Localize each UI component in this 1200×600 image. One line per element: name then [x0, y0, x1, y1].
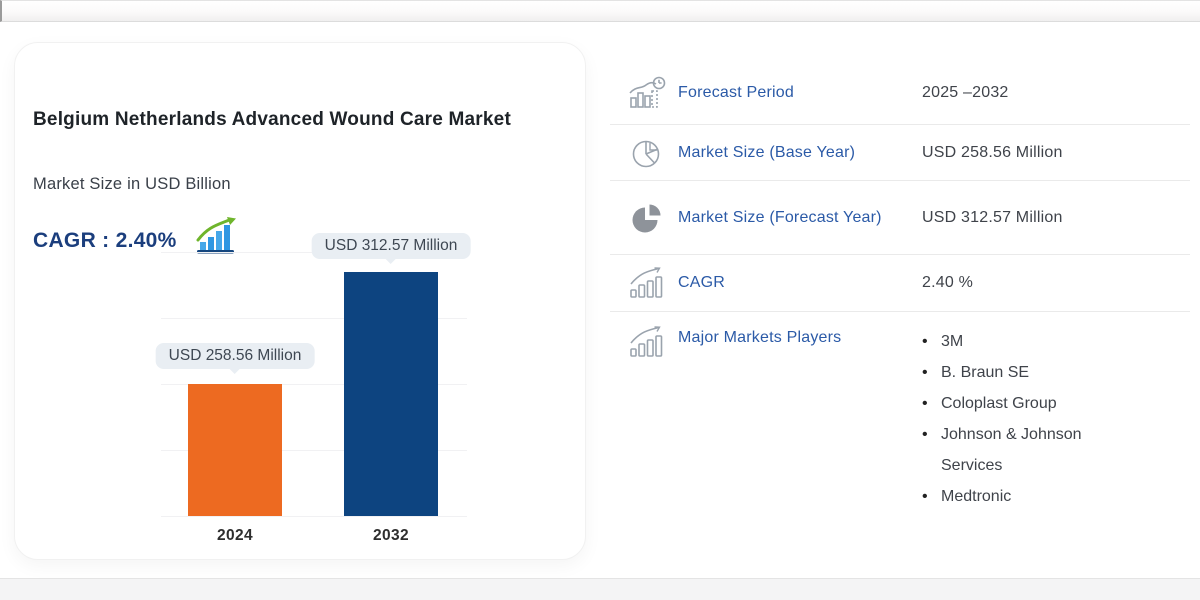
bar-2024	[188, 384, 282, 516]
fact-value-cagr: 2.40 %	[922, 274, 974, 291]
market-chart-card: Belgium Netherlands Advanced Wound Care …	[14, 42, 586, 560]
gridline	[161, 450, 467, 451]
forecast-chart-clock-icon	[628, 76, 668, 110]
growth-bars-arrow-icon	[628, 267, 668, 299]
fact-row-market-size-base: Market Size (Base Year) USD 258.56 Milli…	[610, 125, 1190, 181]
player-item: 3M	[922, 326, 1134, 357]
facts-panel: Forecast Period 2025 –2032 Market Size (…	[610, 62, 1190, 512]
fact-value-forecast-period: 2025 –2032	[922, 84, 1009, 101]
fact-value-market-size-forecast: USD 312.57 Million	[922, 208, 1063, 226]
fact-label-forecast-period[interactable]: Forecast Period	[678, 84, 794, 101]
x-axis-label-2032: 2032	[372, 527, 410, 544]
x-axis-label-2024: 2024	[216, 527, 254, 544]
bar-2032	[344, 272, 438, 516]
gridline	[161, 516, 467, 517]
cagr-row: CAGR : 2.40%	[33, 217, 237, 255]
growth-bars-arrow-icon	[628, 326, 668, 358]
card-subtitle: Market Size in USD Billion	[33, 175, 231, 193]
fact-value-market-size-base: USD 258.56 Million	[922, 143, 1063, 161]
top-divider-strip	[0, 0, 1200, 22]
player-item: Johnson & Johnson Services	[922, 419, 1134, 481]
gridline	[161, 318, 467, 319]
pie-chart-filled-icon	[628, 200, 668, 236]
player-item: B. Braun SE	[922, 357, 1134, 388]
growth-chart-icon	[195, 217, 237, 255]
bar-2032-value-tooltip: USD 312.57 Million	[311, 233, 471, 259]
fact-label-major-players[interactable]: Major Markets Players	[678, 329, 842, 346]
player-item: Coloplast Group	[922, 388, 1134, 419]
bottom-divider-strip	[0, 578, 1200, 600]
card-title: Belgium Netherlands Advanced Wound Care …	[33, 109, 511, 130]
fact-row-cagr: CAGR 2.40 %	[610, 255, 1190, 312]
fact-label-cagr[interactable]: CAGR	[678, 274, 726, 291]
cagr-value: CAGR : 2.40%	[33, 229, 177, 252]
fact-row-forecast-period: Forecast Period 2025 –2032	[610, 62, 1190, 125]
fact-label-market-size-base[interactable]: Market Size (Base Year)	[678, 143, 856, 161]
player-item: Medtronic	[922, 481, 1134, 512]
fact-row-market-size-forecast: Market Size (Forecast Year) USD 312.57 M…	[610, 181, 1190, 255]
pie-chart-outline-icon	[628, 135, 668, 171]
fact-label-market-size-forecast[interactable]: Market Size (Forecast Year)	[678, 208, 882, 226]
major-players-list: 3M B. Braun SE Coloplast Group Johnson &…	[922, 326, 1134, 512]
fact-row-major-players: Major Markets Players 3M B. Braun SE Col…	[610, 312, 1190, 512]
bar-2024-value-tooltip: USD 258.56 Million	[155, 343, 315, 369]
gridline	[161, 384, 467, 385]
